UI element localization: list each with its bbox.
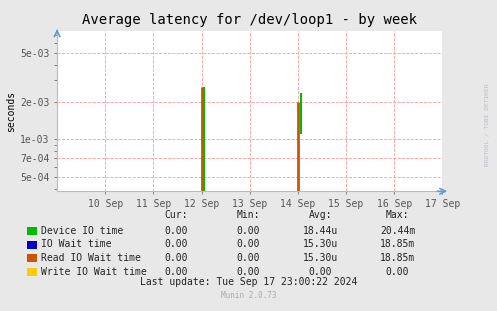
Text: Read IO Wait time: Read IO Wait time	[41, 253, 141, 263]
Text: 0.00: 0.00	[237, 239, 260, 249]
Text: 0.00: 0.00	[386, 267, 410, 277]
Text: Cur:: Cur:	[165, 210, 188, 220]
Text: Last update: Tue Sep 17 23:00:22 2024: Last update: Tue Sep 17 23:00:22 2024	[140, 277, 357, 287]
Text: 0.00: 0.00	[309, 267, 332, 277]
Text: Device IO time: Device IO time	[41, 226, 123, 236]
Text: Max:: Max:	[386, 210, 410, 220]
Text: 18.85m: 18.85m	[380, 253, 415, 263]
Text: Min:: Min:	[237, 210, 260, 220]
Text: 18.85m: 18.85m	[380, 239, 415, 249]
Text: Munin 2.0.73: Munin 2.0.73	[221, 291, 276, 300]
Text: RRDTOOL / TOBI OETIKER: RRDTOOL / TOBI OETIKER	[485, 83, 490, 166]
Text: 0.00: 0.00	[165, 239, 188, 249]
Text: 18.44u: 18.44u	[303, 226, 338, 236]
Text: 15.30u: 15.30u	[303, 239, 338, 249]
Text: 0.00: 0.00	[237, 267, 260, 277]
Text: 0.00: 0.00	[165, 253, 188, 263]
Text: IO Wait time: IO Wait time	[41, 239, 112, 249]
Text: 0.00: 0.00	[165, 267, 188, 277]
Y-axis label: seconds: seconds	[6, 91, 16, 132]
Title: Average latency for /dev/loop1 - by week: Average latency for /dev/loop1 - by week	[82, 13, 417, 27]
Text: 0.00: 0.00	[237, 253, 260, 263]
Text: Write IO Wait time: Write IO Wait time	[41, 267, 147, 277]
Text: 0.00: 0.00	[237, 226, 260, 236]
Text: 0.00: 0.00	[165, 226, 188, 236]
Text: 20.44m: 20.44m	[380, 226, 415, 236]
Text: Avg:: Avg:	[309, 210, 332, 220]
Text: 15.30u: 15.30u	[303, 253, 338, 263]
